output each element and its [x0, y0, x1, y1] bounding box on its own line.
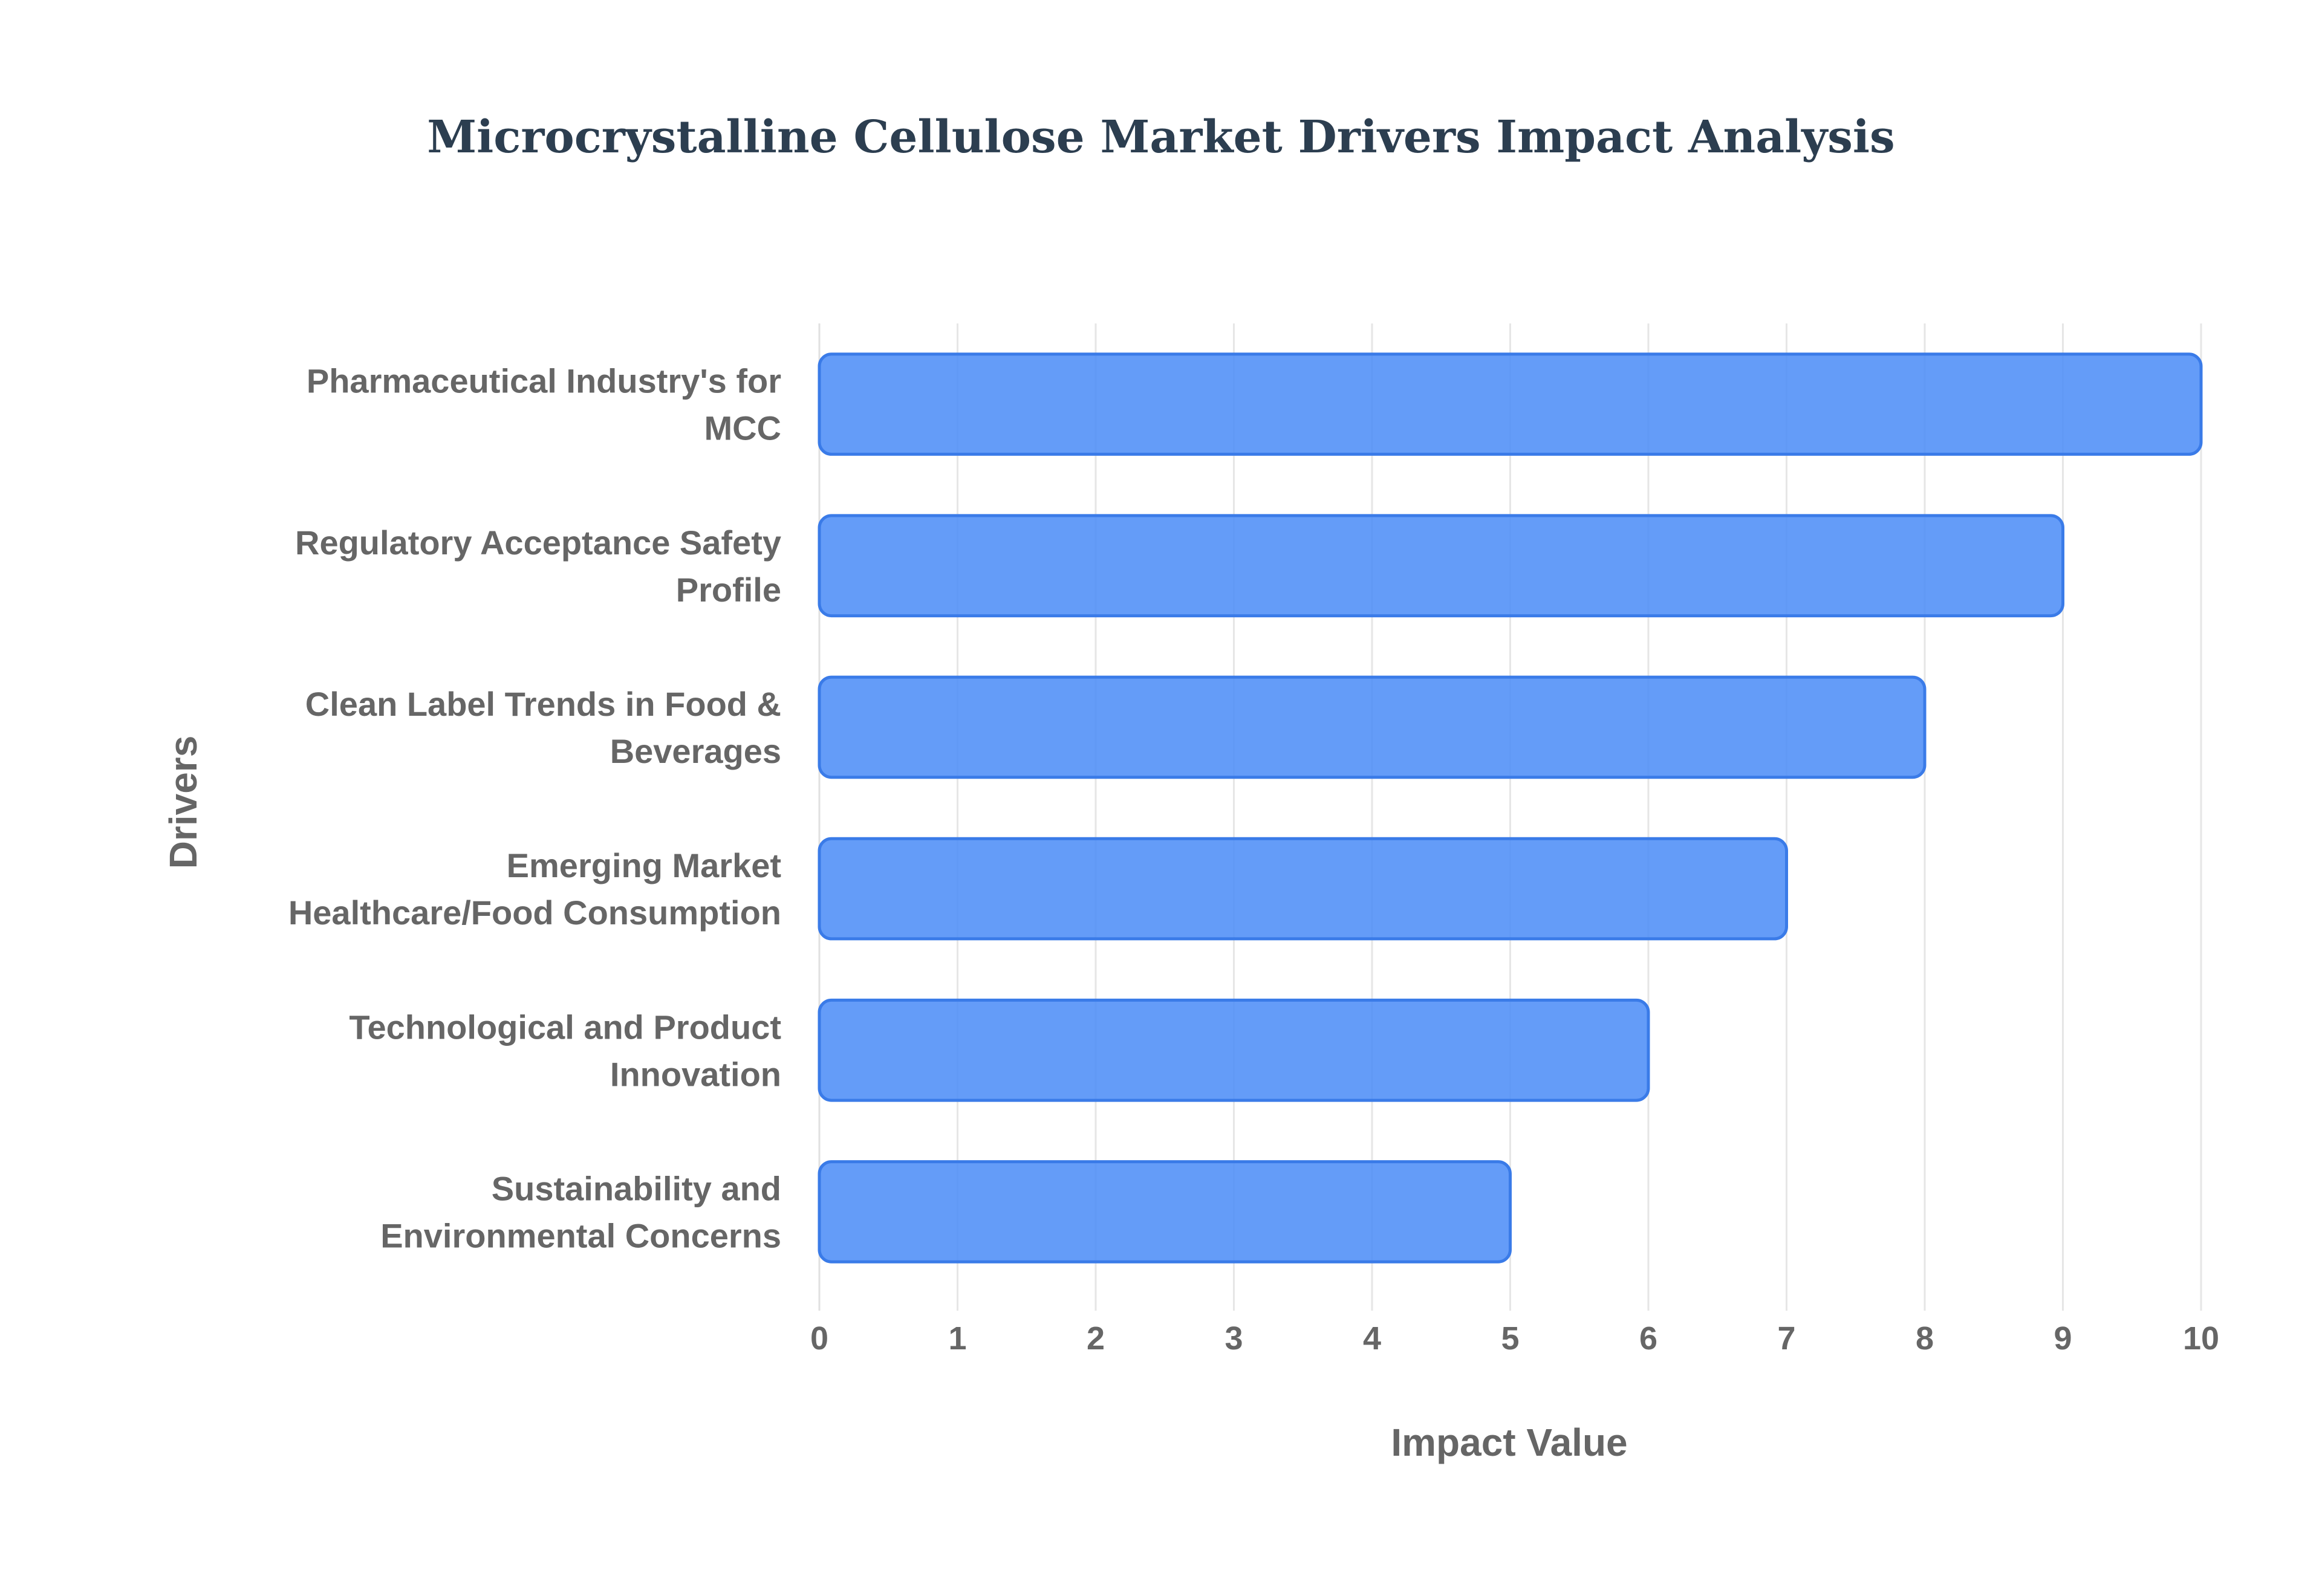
x-tick-label: 4	[1363, 1320, 1381, 1357]
x-axis: 0 1 2 3 4 5 6 7 8 9 10	[810, 1320, 2219, 1357]
category-label: Profile	[676, 571, 781, 609]
bar	[818, 514, 2064, 618]
x-tick-label: 3	[1224, 1320, 1243, 1357]
category-label: Innovation	[610, 1055, 781, 1093]
x-tick-label: 10	[2183, 1320, 2219, 1357]
bar	[818, 352, 2203, 456]
x-tick-label: 0	[810, 1320, 828, 1357]
x-tick-label: 2	[1087, 1320, 1105, 1357]
x-axis-title: Impact Value	[1391, 1421, 1627, 1464]
bar	[818, 675, 1927, 779]
category-label: Clean Label Trends in Food &	[305, 685, 781, 723]
category-label: Beverages	[610, 732, 781, 770]
category-label: Pharmaceutical Industry's for	[307, 362, 781, 400]
bar-series	[818, 352, 2203, 1264]
category-label: Environmental Concerns	[380, 1216, 781, 1254]
bar	[818, 1160, 1512, 1264]
category-label: Sustainability and	[492, 1169, 781, 1207]
category-label: MCC	[704, 409, 781, 447]
category-label: Regulatory Acceptance Safety	[295, 524, 781, 562]
x-tick-label: 5	[1501, 1320, 1519, 1357]
x-tick-label: 9	[2054, 1320, 2072, 1357]
gridlines	[818, 323, 2202, 1311]
category-label: Emerging Market	[507, 846, 781, 884]
x-tick-label: 6	[1639, 1320, 1657, 1357]
category-label: Technological and Product	[349, 1008, 781, 1046]
bar	[818, 837, 1788, 941]
x-tick-label: 1	[948, 1320, 966, 1357]
x-tick-label: 8	[1916, 1320, 1934, 1357]
category-label: Healthcare/Food Consumption	[288, 894, 781, 932]
x-tick-label: 7	[1777, 1320, 1795, 1357]
chart-title: Microcrystalline Cellulose Market Driver…	[427, 111, 1894, 163]
bar	[818, 998, 1650, 1102]
y-axis: Pharmaceutical Industry's for MCC Regulato…	[288, 362, 781, 1255]
y-axis-title: Drivers	[161, 736, 205, 869]
